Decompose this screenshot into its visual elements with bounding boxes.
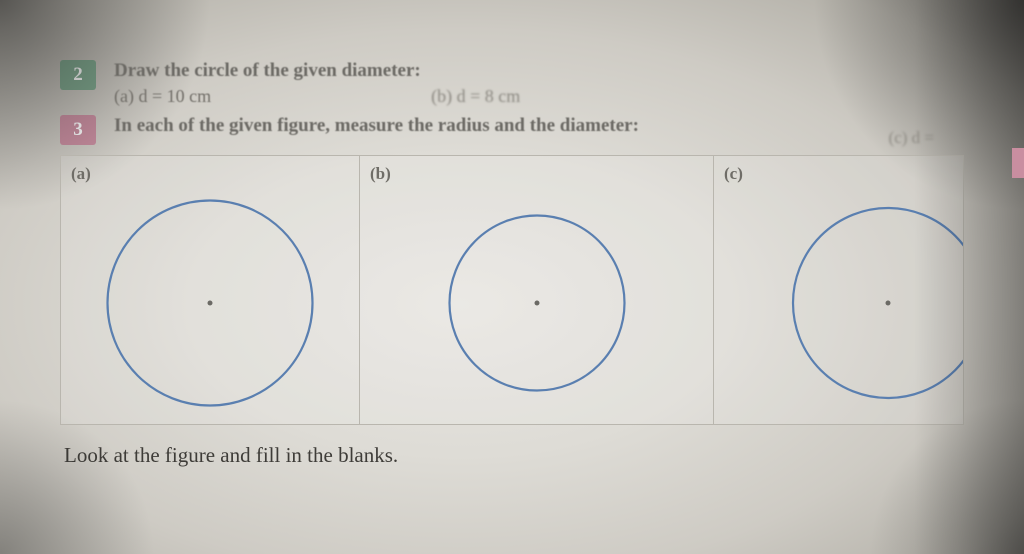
circle-c-svg	[788, 203, 964, 403]
q3-badge: 3	[60, 115, 96, 145]
q2-badge: 2	[60, 60, 96, 90]
circle-c-center	[886, 301, 891, 306]
q2-instruction: Draw the circle of the given diameter:	[114, 60, 964, 82]
panel-a: (a)	[60, 155, 360, 425]
panel-b-label: (b)	[370, 164, 703, 184]
q2-opt-b: (b) d = 8 cm	[431, 86, 520, 107]
circle-a-svg	[105, 198, 315, 408]
circle-b	[442, 208, 632, 398]
question-2: 2 Draw the circle of the given diameter:…	[60, 60, 964, 107]
circle-b-svg	[442, 208, 632, 398]
q2-options: (a) d = 10 cm (b) d = 8 cm	[114, 86, 964, 107]
question-3: 3 In each of the given figure, measure t…	[60, 115, 964, 145]
q2-body: Draw the circle of the given diameter: (…	[114, 60, 964, 107]
q2-opt-a: (a) d = 10 cm	[114, 86, 211, 107]
edge-tab	[1012, 148, 1024, 178]
circle-c-ring	[793, 208, 964, 398]
circle-c	[788, 203, 964, 403]
panel-a-label: (a)	[71, 164, 349, 184]
bottom-instruction: Look at the figure and fill in the blank…	[64, 443, 964, 468]
panel-c: (c)	[714, 155, 964, 425]
circle-b-center	[534, 301, 539, 306]
panel-b: (b)	[360, 155, 714, 425]
panel-c-label: (c)	[724, 164, 953, 184]
circle-a	[105, 198, 315, 408]
q3-body: In each of the given figure, measure the…	[114, 115, 964, 137]
figure-strip: (a) (b) (c)	[60, 155, 964, 425]
q3-instruction: In each of the given figure, measure the…	[114, 115, 964, 137]
circle-a-center	[208, 301, 213, 306]
